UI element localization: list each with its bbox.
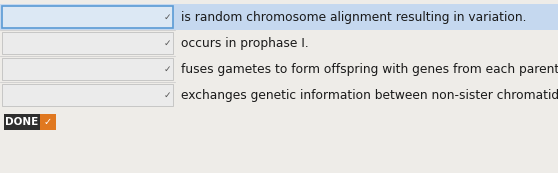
Text: ✓: ✓: [44, 117, 52, 127]
Text: occurs in prophase I.: occurs in prophase I.: [181, 37, 309, 49]
Bar: [2, 58, 173, 80]
Bar: [40, 114, 56, 130]
Text: fuses gametes to form offspring with genes from each parent.: fuses gametes to form offspring with gen…: [181, 62, 558, 75]
Bar: [2, 84, 173, 106]
Bar: [2, 32, 173, 54]
Bar: [2, 6, 173, 28]
Bar: [0, 4, 558, 30]
Text: ✓: ✓: [163, 90, 171, 99]
Bar: [4, 114, 40, 130]
Text: DONE: DONE: [6, 117, 39, 127]
Text: is random chromosome alignment resulting in variation.: is random chromosome alignment resulting…: [181, 11, 527, 24]
Text: ✓: ✓: [163, 39, 171, 48]
Text: exchanges genetic information between non-sister chromatids: exchanges genetic information between no…: [181, 89, 558, 102]
Text: ✓: ✓: [163, 65, 171, 74]
Text: ✓: ✓: [163, 12, 171, 21]
